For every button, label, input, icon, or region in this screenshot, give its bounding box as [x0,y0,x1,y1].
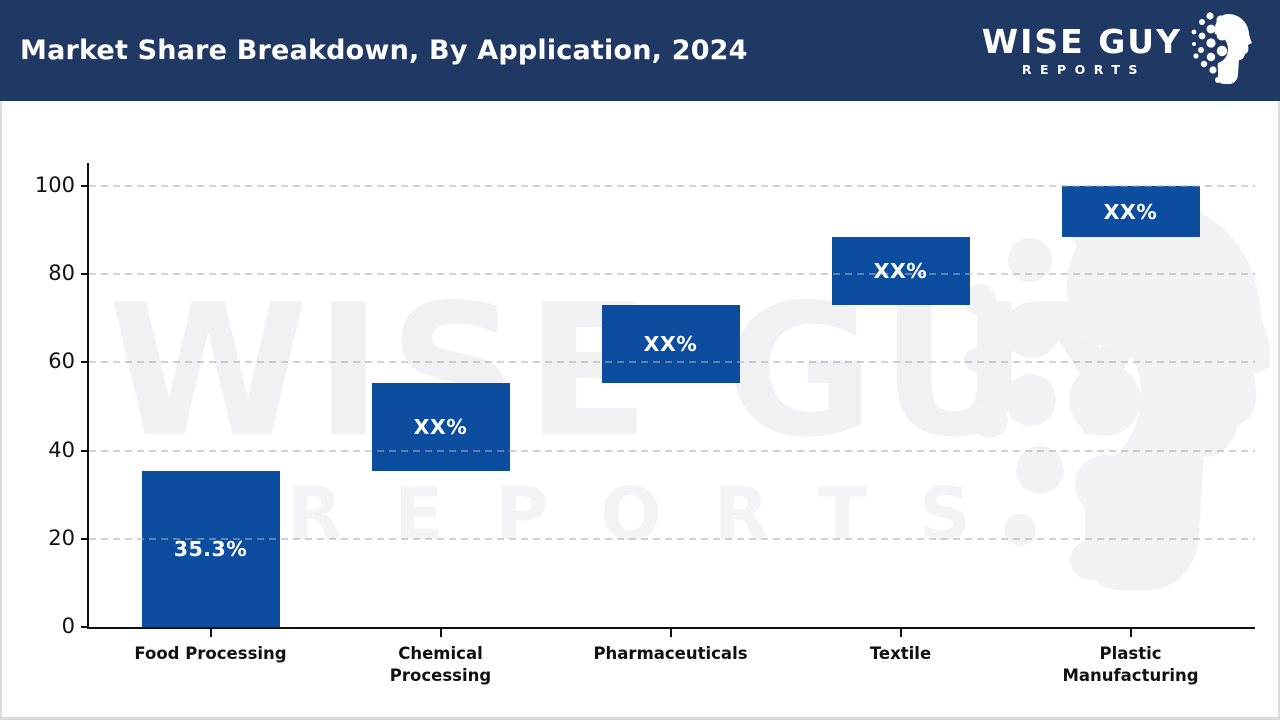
gridline [89,361,1255,364]
bar-value-label: XX% [413,415,468,440]
bar [141,471,280,627]
x-axis-line [87,627,1255,630]
right-border [1278,100,1280,717]
plot-area: 0 20 40 60 80 100 35.3% Food Processing XX% Chemi… [0,100,1280,717]
x-tick-mark [669,629,672,637]
page-title: Market Share Breakdown, By Application, … [20,35,748,66]
gridline [89,184,1255,187]
left-border [0,100,2,717]
bar [371,383,510,472]
brand-logo: WISE GUY REPORTS [982,10,1252,92]
x-tick-mark [439,629,442,637]
y-tick-mark [81,626,89,628]
x-tick-mark [1129,629,1132,637]
y-tick-mark [81,273,89,276]
chart-region: WISE GUY REPORTS 0 20 40 60 80 100 35.3% Food P… [0,100,1280,717]
gridline [89,537,1255,540]
logo-head-icon [1191,11,1252,84]
y-tick-label: 40 [48,437,75,462]
header-bar: Market Share Breakdown, By Application, … [0,0,1280,101]
y-tick-label: 100 [34,172,75,197]
logo-wordmark: WISE GUY REPORTS [982,25,1182,77]
bar-value-label: XX% [1103,199,1158,224]
x-tick-label: Textile [869,644,932,663]
x-tick-label: Plastic Manufacturing [1062,644,1199,685]
y-axis-line [87,163,90,629]
y-tick-label: 20 [48,525,75,550]
y-tick-mark [81,449,89,452]
bar-value-label: XX% [643,331,698,356]
y-tick-label: 60 [48,349,75,374]
x-tick-label: Pharmaceuticals [593,644,748,663]
y-tick-label: 80 [48,261,75,286]
logo-name: WISE GUY [981,21,1182,61]
bar [601,304,740,383]
x-tick-label: Food Processing [134,644,287,663]
logo-tagline: REPORTS [1021,61,1146,77]
y-tick-label: 0 [61,614,75,638]
y-tick-mark [81,184,89,187]
x-tick-mark [899,629,902,637]
bar [831,237,970,305]
y-tick-mark [81,361,89,364]
x-tick-label: Chemical Processing [389,644,492,685]
gridline [89,449,1255,452]
bar-value-label: XX% [873,259,928,284]
x-tick-mark [209,629,212,637]
gridline [89,273,1255,276]
y-tick-mark [81,537,89,540]
bar-value-label: 35.3% [173,537,248,562]
